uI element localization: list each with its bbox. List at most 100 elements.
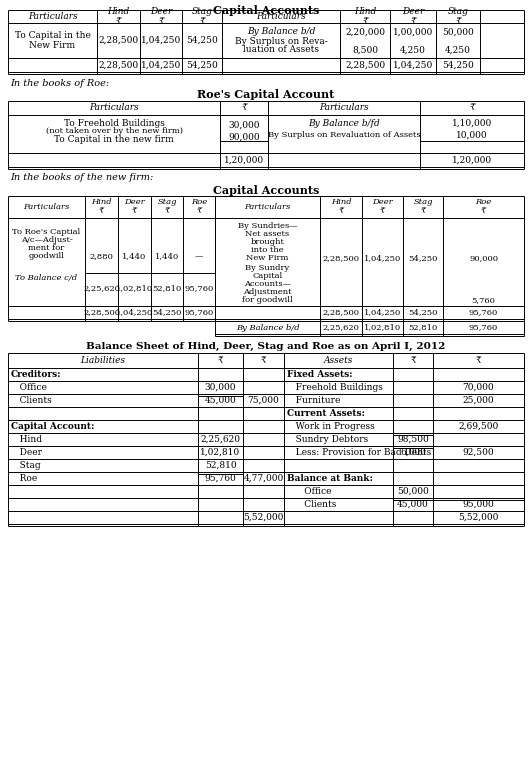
Text: 25,000: 25,000: [463, 396, 494, 405]
Text: ₹: ₹: [241, 104, 247, 112]
Text: 5,52,000: 5,52,000: [243, 513, 284, 522]
Text: Less: Provision for Bad Debts: Less: Provision for Bad Debts: [287, 448, 431, 457]
Text: 4,250: 4,250: [445, 45, 471, 55]
Text: By Surplus on Revaluation of Assets: By Surplus on Revaluation of Assets: [268, 131, 420, 139]
Text: To Balance c/d: To Balance c/d: [15, 274, 78, 282]
Text: 2,25,620: 2,25,620: [322, 323, 360, 332]
Text: New Firm: New Firm: [246, 254, 289, 262]
Text: Particulars: Particulars: [256, 12, 306, 21]
Text: By Balance b/d: By Balance b/d: [247, 28, 315, 37]
Text: 6,000: 6,000: [400, 448, 426, 457]
Text: 1,04,250: 1,04,250: [364, 254, 401, 262]
Text: 2,25,620: 2,25,620: [83, 284, 120, 292]
Text: 30,000: 30,000: [205, 383, 236, 392]
Text: 54,250: 54,250: [409, 309, 438, 316]
Text: goodwill: goodwill: [29, 252, 64, 260]
Text: To Freehold Buildings: To Freehold Buildings: [63, 118, 164, 127]
Text: 95,760: 95,760: [205, 474, 236, 483]
Text: 1,00,000: 1,00,000: [393, 28, 433, 37]
Text: Roe: Roe: [11, 474, 37, 483]
Text: Capital Accounts: Capital Accounts: [213, 5, 319, 16]
Text: Hind
₹: Hind ₹: [107, 7, 130, 26]
Text: ment for: ment for: [28, 244, 64, 252]
Text: By Sundry: By Sundry: [245, 264, 289, 272]
Text: Sundry Debtors: Sundry Debtors: [287, 435, 368, 444]
Text: 95,760: 95,760: [185, 309, 214, 316]
Text: 45,000: 45,000: [397, 500, 429, 509]
Text: Particulars: Particulars: [23, 203, 70, 211]
Text: Stag
₹: Stag ₹: [157, 198, 177, 216]
Text: In the books of Roe:: In the books of Roe:: [10, 78, 109, 88]
Text: 90,000: 90,000: [469, 254, 498, 262]
Text: Roe's Capital Account: Roe's Capital Account: [197, 90, 335, 101]
Text: 54,250: 54,250: [186, 61, 218, 69]
Text: 2,28,500: 2,28,500: [322, 254, 360, 262]
Text: Deer
₹: Deer ₹: [124, 198, 145, 216]
Text: In the books of the new firm:: In the books of the new firm:: [10, 174, 153, 183]
Text: 2,880: 2,880: [89, 252, 113, 260]
Text: By Balance b/d: By Balance b/d: [236, 323, 300, 332]
Text: 52,810: 52,810: [205, 461, 236, 470]
Text: 1,04,250: 1,04,250: [141, 61, 181, 69]
Text: Stag
₹: Stag ₹: [192, 7, 212, 26]
Text: Stag: Stag: [11, 461, 40, 470]
Text: 1,04,250: 1,04,250: [364, 309, 401, 316]
Text: ₹: ₹: [469, 104, 475, 112]
Text: Capital Accounts: Capital Accounts: [213, 184, 319, 196]
Text: Office: Office: [287, 487, 331, 496]
Text: 75,000: 75,000: [247, 396, 279, 405]
Text: 1,10,000: 1,10,000: [452, 118, 492, 127]
Text: 1,20,000: 1,20,000: [452, 155, 492, 164]
Text: 54,250: 54,250: [442, 61, 474, 69]
Text: 2,69,500: 2,69,500: [459, 422, 498, 431]
Text: ₹: ₹: [476, 356, 481, 365]
Text: 92,500: 92,500: [463, 448, 494, 457]
Text: 98,500: 98,500: [397, 435, 429, 444]
Text: 54,250: 54,250: [409, 254, 438, 262]
Text: 2,28,500: 2,28,500: [345, 61, 385, 69]
Text: 2,20,000: 2,20,000: [345, 28, 385, 37]
Text: Current Assets:: Current Assets:: [287, 409, 365, 418]
Text: 95,760: 95,760: [469, 309, 498, 316]
Text: Particulars: Particulars: [244, 203, 290, 211]
Text: 10,000: 10,000: [456, 131, 488, 140]
Text: Net assets: Net assets: [245, 230, 289, 238]
Text: 4,250: 4,250: [400, 45, 426, 55]
Text: Adjustment: Adjustment: [243, 288, 292, 296]
Text: Stag
₹: Stag ₹: [447, 7, 469, 26]
Text: Furniture: Furniture: [287, 396, 340, 405]
Text: 1,02,810: 1,02,810: [116, 284, 153, 292]
Text: 45,000: 45,000: [205, 396, 236, 405]
Text: ₹: ₹: [410, 356, 416, 365]
Text: By Sundries—: By Sundries—: [238, 222, 297, 230]
Text: 2,28,500: 2,28,500: [98, 61, 138, 69]
Text: into the: into the: [251, 246, 284, 254]
Text: ₹: ₹: [261, 356, 267, 365]
Text: 1,04,250: 1,04,250: [116, 309, 153, 316]
Text: Roe
₹: Roe ₹: [191, 198, 207, 216]
Text: 2,28,500: 2,28,500: [83, 309, 120, 316]
Text: 5,760: 5,760: [471, 296, 495, 304]
Text: 30,000: 30,000: [228, 121, 260, 130]
Text: Balance at Bank:: Balance at Bank:: [287, 474, 373, 483]
Text: Accounts—: Accounts—: [244, 280, 291, 288]
Text: Capital: Capital: [252, 272, 282, 280]
Text: To Capital in the new firm: To Capital in the new firm: [54, 134, 174, 144]
Text: Balance Sheet of Hind, Deer, Stag and Roe as on April I, 2012: Balance Sheet of Hind, Deer, Stag and Ro…: [86, 342, 446, 350]
Text: 70,000: 70,000: [463, 383, 494, 392]
Text: Hind
₹: Hind ₹: [354, 7, 376, 26]
Text: 4,77,000: 4,77,000: [243, 474, 284, 483]
Text: 54,250: 54,250: [186, 36, 218, 45]
Text: 95,760: 95,760: [185, 284, 214, 292]
Text: Deer
₹: Deer ₹: [402, 7, 424, 26]
Text: Deer
₹: Deer ₹: [372, 198, 393, 216]
Text: Stag
₹: Stag ₹: [413, 198, 433, 216]
Text: 1,02,810: 1,02,810: [364, 323, 401, 332]
Text: Particulars: Particulars: [89, 104, 139, 112]
Text: 2,28,500: 2,28,500: [322, 309, 360, 316]
Text: Hind
₹: Hind ₹: [331, 198, 351, 216]
Text: 95,760: 95,760: [469, 323, 498, 332]
Text: 2,25,620: 2,25,620: [201, 435, 240, 444]
Text: By Surplus on Reva-: By Surplus on Reva-: [235, 37, 327, 45]
Text: 1,20,000: 1,20,000: [224, 155, 264, 164]
